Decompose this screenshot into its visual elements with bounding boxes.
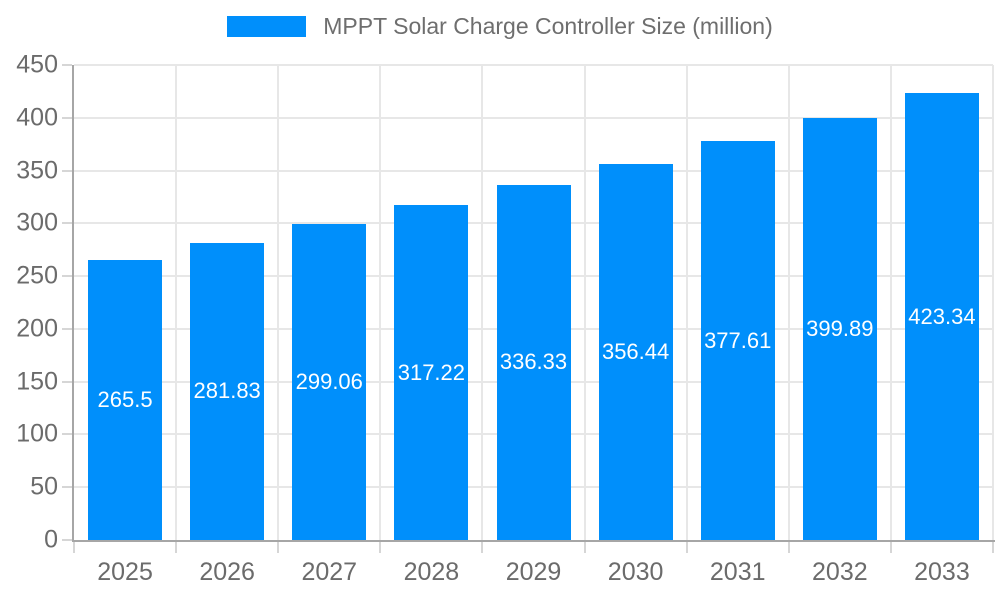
bar-value-label: 299.06 xyxy=(295,369,363,395)
bar-value-label: 265.5 xyxy=(97,386,153,412)
y-axis-tick xyxy=(62,380,72,383)
y-gridline xyxy=(74,116,993,119)
bar-2031[interactable] xyxy=(700,141,775,540)
y-axis-label: 200 xyxy=(16,314,58,343)
y-axis-label: 0 xyxy=(44,525,58,554)
x-gridline xyxy=(175,65,178,540)
legend-swatch xyxy=(227,16,307,37)
x-gridline xyxy=(889,65,892,540)
y-axis-label: 150 xyxy=(16,367,58,396)
bar-value-label: 336.33 xyxy=(499,349,568,375)
legend-label: MPPT Solar Charge Controller Size (milli… xyxy=(323,13,773,39)
bar-value-label: 281.83 xyxy=(193,378,261,404)
y-axis-tick xyxy=(62,116,72,119)
bar-2026[interactable] xyxy=(190,242,265,540)
bar-value-label: 317.22 xyxy=(397,359,466,385)
x-axis-tick xyxy=(787,542,790,553)
x-axis-tick xyxy=(685,542,688,553)
x-gridline xyxy=(787,65,790,540)
x-gridline xyxy=(992,65,994,540)
y-axis-tick xyxy=(62,539,72,541)
x-axis-tick xyxy=(277,542,280,553)
y-axis-tick xyxy=(62,64,72,66)
y-axis-label: 400 xyxy=(16,103,58,132)
y-axis-label: 350 xyxy=(16,156,58,185)
bar-2032[interactable] xyxy=(802,117,877,540)
x-axis-tick xyxy=(889,542,892,553)
x-axis-tick xyxy=(73,542,75,553)
x-gridline xyxy=(379,65,382,540)
y-axis-label: 450 xyxy=(16,50,58,79)
x-axis-label: 2030 xyxy=(607,558,664,586)
y-axis-line xyxy=(72,65,74,542)
x-axis-label: 2033 xyxy=(914,558,970,586)
y-axis-tick xyxy=(62,222,72,225)
x-gridline xyxy=(481,65,484,540)
x-axis-label: 2026 xyxy=(199,558,255,586)
x-axis-tick xyxy=(379,542,382,553)
y-axis-tick xyxy=(62,327,72,330)
bar-value-label: 423.34 xyxy=(908,303,976,329)
y-axis-label: 100 xyxy=(16,419,58,448)
bar-2028[interactable] xyxy=(394,205,469,540)
x-axis-label: 2027 xyxy=(301,558,358,586)
x-gridline xyxy=(583,65,586,540)
y-axis-tick xyxy=(62,169,72,172)
bar-value-label: 399.89 xyxy=(806,315,874,341)
x-axis-label: 2031 xyxy=(709,558,766,586)
y-axis-tick xyxy=(62,433,72,436)
y-axis-label: 50 xyxy=(30,472,58,501)
legend[interactable]: MPPT Solar Charge Controller Size (milli… xyxy=(0,13,1000,40)
x-axis-tick xyxy=(175,542,178,553)
bar-2029[interactable] xyxy=(496,184,571,540)
x-gridline xyxy=(685,65,688,540)
x-axis-label: 2029 xyxy=(505,558,562,586)
y-axis-tick xyxy=(62,486,72,489)
bar-2025[interactable] xyxy=(88,259,163,540)
y-gridline xyxy=(74,169,993,172)
bar-2033[interactable] xyxy=(904,93,979,540)
y-gridline xyxy=(74,64,993,66)
bar-2027[interactable] xyxy=(292,224,367,540)
bar-value-label: 377.61 xyxy=(704,327,772,353)
x-axis-label: 2025 xyxy=(97,558,153,586)
x-gridline xyxy=(277,65,280,540)
x-axis-label: 2028 xyxy=(403,558,460,586)
bar-2030[interactable] xyxy=(598,163,673,540)
y-axis-label: 300 xyxy=(16,208,58,237)
y-axis-tick xyxy=(62,275,72,278)
bar-value-label: 356.44 xyxy=(601,338,670,364)
x-axis-line xyxy=(72,540,995,542)
x-axis-label: 2032 xyxy=(812,558,868,586)
x-axis-tick xyxy=(481,542,484,553)
x-axis-tick xyxy=(583,542,586,553)
x-axis-tick xyxy=(992,542,994,553)
y-axis-label: 250 xyxy=(16,261,58,290)
